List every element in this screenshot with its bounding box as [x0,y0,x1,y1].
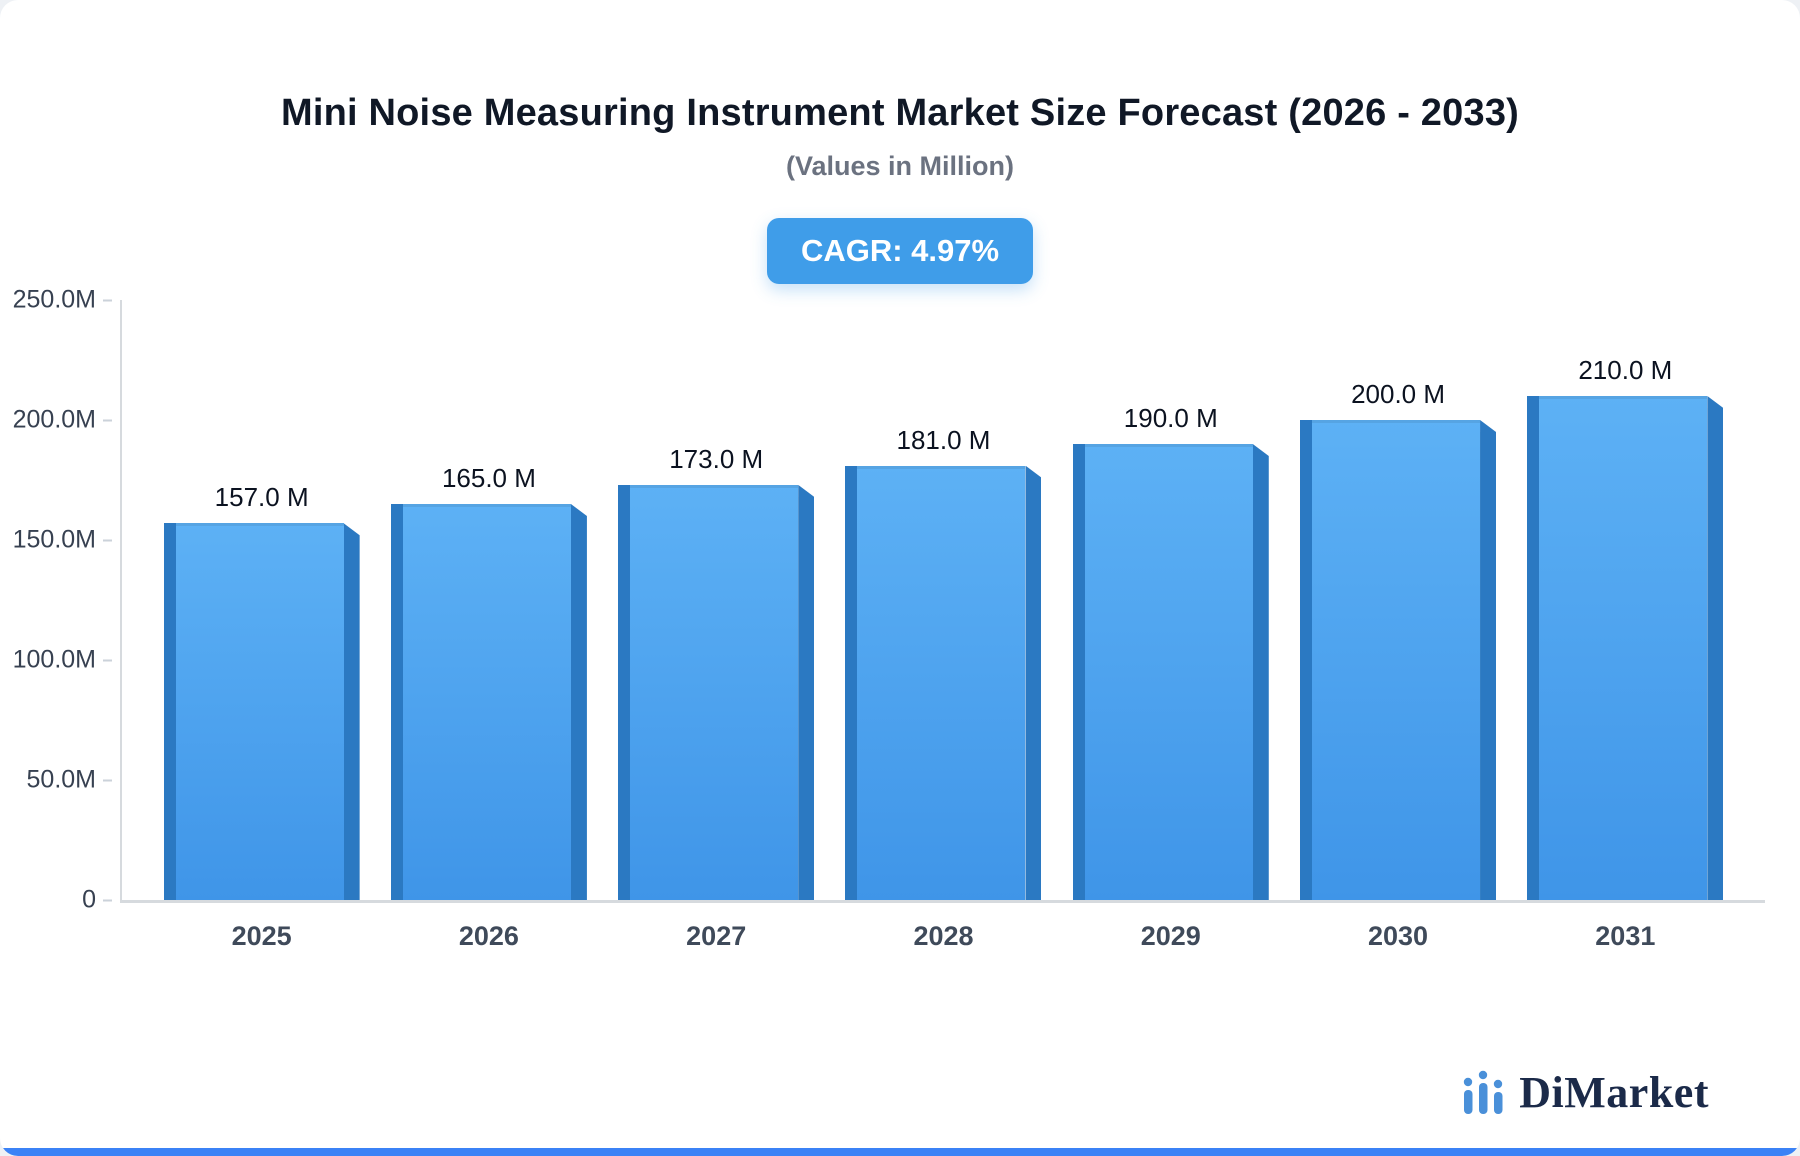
cagr-badge: CAGR: 4.97% [766,218,1034,284]
y-axis-tick: 200.0M [13,406,112,435]
x-axis-label: 2025 [231,921,292,951]
chart-header: Mini Noise Measuring Instrument Market S… [0,0,1800,284]
bar-face [857,465,1026,900]
bar-face [402,504,571,900]
bar [618,484,814,901]
bar-group: 157.0 M 2025 [148,300,375,951]
tick-mark [103,539,112,541]
y-axis-label: 150.0M [12,525,96,554]
bar [390,504,587,900]
x-axis-label: 2026 [458,921,519,951]
tick-mark [103,659,112,661]
bar-value-label: 165.0 M [441,463,536,493]
bar-face [630,484,799,900]
bar [845,465,1041,901]
bar-value-label: 157.0 M [214,482,309,513]
bar-group: 181.0 M 2028 [830,300,1057,951]
bar-value-label: 181.0 M [896,424,991,455]
y-axis-tick: 0 [82,886,112,915]
y-axis-label: 0 [82,885,96,914]
bar [1300,420,1496,900]
x-axis-label: 2029 [1140,921,1201,951]
bar-group: 165.0 M 2026 [375,300,602,951]
bar [163,523,360,900]
brand-name: DiMarket [1519,1068,1709,1117]
brand-logo: DiMarket [1460,1067,1709,1118]
tick-mark [103,899,112,901]
tick-mark [103,419,112,421]
bars: 157.0 M 2025 165.0 M 2026 173.0 M 2027 181.0 M… [122,300,1765,951]
bar-face [1539,396,1708,900]
bar-face [1084,444,1253,900]
bar-value-label: 190.0 M [1123,403,1218,433]
y-axis-tick: 50.0M [27,766,112,795]
x-axis-label: 2027 [686,921,747,951]
bar-value-label: 200.0 M [1351,379,1446,409]
y-axis-tick: 150.0M [13,526,112,555]
bar-face [1312,420,1481,900]
bar-face [175,523,344,900]
y-axis-label: 200.0M [12,405,96,434]
chart-title: Mini Noise Measuring Instrument Market S… [280,92,1520,134]
bar-group: 173.0 M 2027 [603,300,830,951]
x-axis-label: 2031 [1595,921,1656,951]
plot-area: 157.0 M 2025 165.0 M 2026 173.0 M 2027 181.0 M… [120,300,1765,951]
y-axis: 250.0M 200.0M 150.0M 100.0M 50.0M 0 [0,286,112,914]
bar-value-label: 173.0 M [669,443,764,474]
bar [1527,396,1723,900]
dimarket-bars-icon [1460,1070,1506,1116]
y-axis-tick: 100.0M [13,646,112,675]
y-axis-label: 100.0M [12,645,96,674]
bottom-accent-strip [0,1148,1800,1156]
y-axis-tick: 250.0M [13,286,112,315]
tick-mark [103,299,112,301]
tick-mark [103,779,112,781]
y-axis-label: 250.0M [12,285,96,314]
x-axis-label: 2028 [913,921,974,951]
bar-group: 210.0 M 2031 [1512,300,1739,951]
bar-value-label: 210.0 M [1578,355,1673,385]
bar-group: 200.0 M 2030 [1284,300,1511,951]
x-axis-label: 2030 [1368,921,1429,951]
chart-subtitle: (Values in Million) [785,151,1015,181]
bar [1072,444,1269,900]
y-axis-label: 50.0M [26,765,96,794]
bar-group: 190.0 M 2029 [1057,300,1284,951]
